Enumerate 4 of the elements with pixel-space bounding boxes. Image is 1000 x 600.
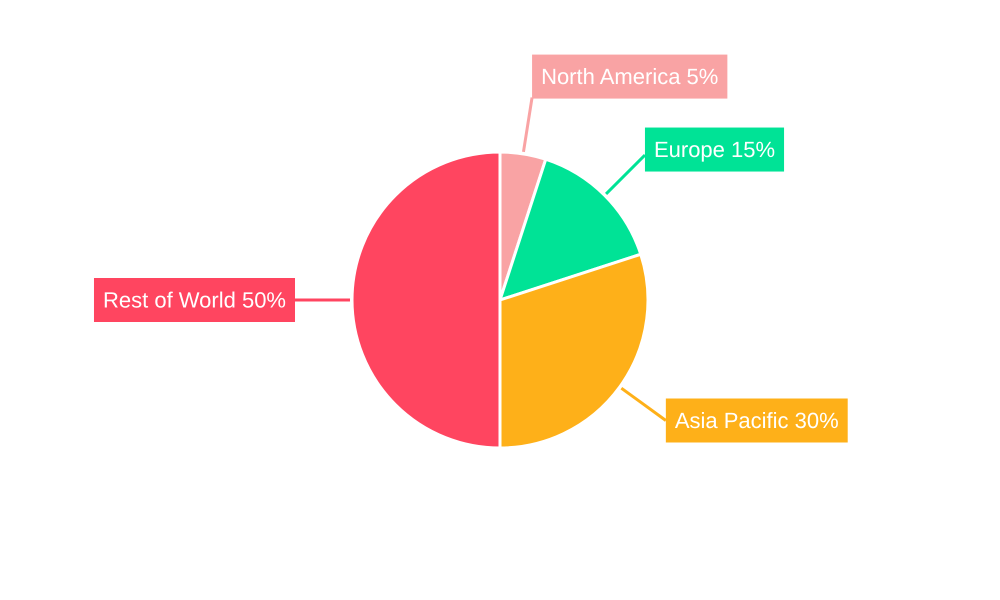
slice-label: North America 5%	[541, 64, 718, 90]
slice-label: Europe 15%	[654, 137, 776, 162]
slice-label: Rest of World 50%	[102, 288, 286, 312]
slice-label: Asia Pacific 30%	[674, 408, 839, 433]
